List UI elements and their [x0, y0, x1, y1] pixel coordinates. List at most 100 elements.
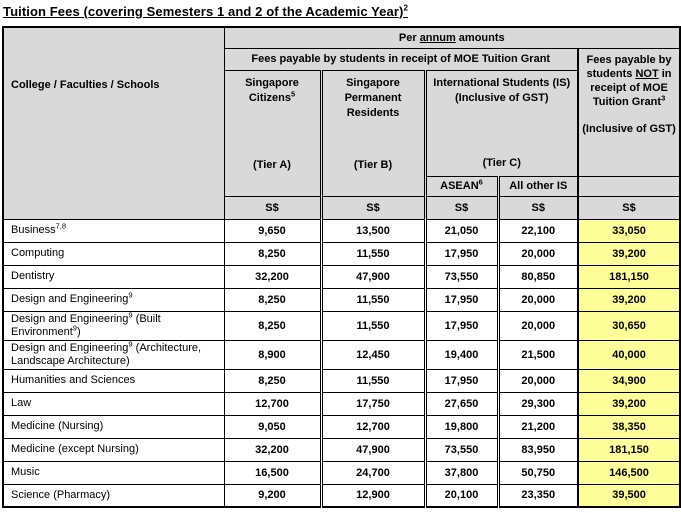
- table-row: Dentistry 32,200 47,900 73,550 80,850 181,150: [2, 264, 681, 289]
- fee-cell: 17,950: [423, 241, 499, 266]
- table-row: Medicine (except Nursing) 32,200 47,900 73,…: [2, 437, 681, 462]
- per-annum-pre: Per: [398, 31, 420, 44]
- fee-cell: 8,250: [223, 241, 322, 266]
- fee-cell: 9,050: [223, 414, 322, 439]
- fee-cell: 8,250: [223, 287, 322, 312]
- fee-cell: 8,250: [223, 310, 322, 341]
- currency-header-tier-b: S$: [319, 195, 426, 220]
- fee-cell: 17,750: [319, 391, 426, 416]
- per-annum-header: Per annum amounts: [223, 26, 681, 49]
- fee-cell: 11,550: [319, 241, 426, 266]
- school-name-cell: Humanities and Sciences: [2, 368, 225, 393]
- fee-cell: 11,550: [319, 310, 426, 341]
- header-row-per-annum: College / Faculties / Schools Per annum …: [2, 26, 681, 220]
- currency-header-tier-a: S$: [223, 195, 322, 220]
- non-grant-fee-cell: 33,050: [576, 218, 681, 243]
- fee-cell: 19,800: [423, 414, 499, 439]
- is-gst-note: (Inclusive of GST): [454, 91, 549, 104]
- fee-cell: 12,450: [319, 339, 426, 370]
- fee-cell: 21,200: [496, 414, 579, 439]
- currency-header-asean: S$: [423, 195, 499, 220]
- currency-header-all-other: S$: [496, 195, 579, 220]
- non-grant-gst-note: (Inclusive of GST): [582, 122, 676, 135]
- fee-cell: 21,500: [496, 339, 579, 370]
- fee-cell: 37,800: [423, 460, 499, 485]
- fee-cell: 47,900: [319, 264, 426, 289]
- tier-c-label: (Tier C): [482, 156, 521, 169]
- grant-group-header: Fees payable by students in receipt of M…: [223, 47, 579, 71]
- non-grant-not: NOT: [635, 67, 659, 80]
- non-grant-fee-cell: 38,350: [576, 414, 681, 439]
- header-row-categories: Singapore Citizens5 (Tier A) Singapore P…: [3, 69, 680, 197]
- college-header: College / Faculties / Schools: [2, 26, 225, 220]
- international-students-header: International Students (IS) (Inclusive o…: [423, 69, 579, 177]
- school-name-cell: Business7,8: [2, 218, 225, 243]
- school-name-cell: Design and Engineering9 (Architecture, L…: [2, 339, 225, 370]
- currency-header-non-grant: S$: [576, 195, 681, 220]
- header-row-is-split: ASEAN6 All other IS: [3, 175, 681, 197]
- per-annum-post: amounts: [455, 31, 505, 44]
- school-name-cell: Design and Engineering9 (Built Environme…: [2, 309, 225, 341]
- non-grant-fee-cell: 39,200: [576, 391, 681, 416]
- fee-cell: 73,550: [423, 264, 499, 289]
- school-name-cell: Computing: [2, 241, 225, 266]
- fee-cell: 8,900: [223, 339, 322, 370]
- fee-cell: 20,000: [496, 287, 579, 312]
- fee-cell: 16,500: [223, 460, 322, 485]
- footnote-marker: 9: [128, 309, 133, 319]
- fee-cell: 20,000: [496, 241, 579, 266]
- fee-cell: 50,750: [496, 460, 579, 485]
- fee-cell: 17,950: [423, 368, 499, 393]
- tier-b-label: (Tier B): [353, 158, 393, 171]
- fee-cell: 20,000: [496, 310, 579, 341]
- table-row: Music 16,500 24,700 37,800 50,750 146,500: [2, 460, 681, 485]
- non-grant-fee-cell: 39,500: [576, 483, 681, 508]
- non-grant-fee-cell: 181,150: [576, 437, 681, 462]
- non-grant-fee-cell: 181,150: [576, 264, 681, 289]
- non-grant-fee-cell: 30,650: [576, 310, 681, 341]
- non-grant-fee-cell: 39,200: [576, 287, 681, 312]
- school-name-cell: Science (Pharmacy): [2, 483, 225, 508]
- fee-cell: 29,300: [496, 391, 579, 416]
- table-row: Law 12,700 17,750 27,650 29,300 39,200: [2, 391, 681, 416]
- footnote-marker: 7,8: [55, 221, 67, 231]
- school-name-cell: Design and Engineering9: [2, 287, 225, 312]
- table-row: Design and Engineering9 8,250 11,550 17,950…: [2, 287, 681, 312]
- fee-cell: 12,900: [319, 483, 426, 508]
- non-grant-fee-cell: 40,000: [576, 339, 681, 370]
- fee-cell: 9,200: [223, 483, 322, 508]
- header-row-grant-group: Fees payable by students in receipt of M…: [3, 47, 681, 177]
- school-name-cell: Medicine (except Nursing): [2, 437, 225, 462]
- non-grant-fee-cell: 39,200: [576, 241, 681, 266]
- singapore-citizens-header: Singapore Citizens5 (Tier A): [223, 69, 322, 197]
- fee-cell: 12,700: [223, 391, 322, 416]
- fee-cell: 73,550: [423, 437, 499, 462]
- empty-cell: [576, 175, 681, 197]
- per-annum-underlined: annum: [419, 31, 456, 44]
- asean-header: ASEAN6: [423, 175, 499, 197]
- fee-cell: 32,200: [223, 437, 322, 462]
- fee-cell: 47,900: [319, 437, 426, 462]
- school-name-cell: Music: [2, 460, 225, 485]
- fees-table-body: Business7,8 9,650 13,500 21,050 22,100 33,050…: [2, 218, 681, 508]
- footnote-marker: 9: [72, 322, 77, 332]
- school-name-cell: Dentistry: [2, 264, 225, 289]
- non-grant-fee-cell: 34,900: [576, 368, 681, 393]
- fee-cell: 13,500: [319, 218, 426, 243]
- fee-cell: 23,350: [496, 483, 579, 508]
- tier-a-label: (Tier A): [253, 158, 291, 171]
- fee-cell: 20,100: [423, 483, 499, 508]
- fee-cell: 8,250: [223, 368, 322, 393]
- all-other-is-header: All other IS: [496, 175, 579, 197]
- table-row: Business7,8 9,650 13,500 21,050 22,100 33,050: [2, 218, 681, 243]
- fee-cell: 32,200: [223, 264, 322, 289]
- page-title-text: Tuition Fees (covering Semesters 1 and 2…: [3, 4, 404, 19]
- citizens-footnote: 5: [291, 88, 296, 98]
- fee-cell: 17,950: [423, 310, 499, 341]
- fee-cell: 80,850: [496, 264, 579, 289]
- school-name-cell: Medicine (Nursing): [2, 414, 225, 439]
- fee-cell: 21,050: [423, 218, 499, 243]
- table-row: Medicine (Nursing) 9,050 12,700 19,800 21,20…: [2, 414, 681, 439]
- asean-footnote: 6: [478, 177, 483, 187]
